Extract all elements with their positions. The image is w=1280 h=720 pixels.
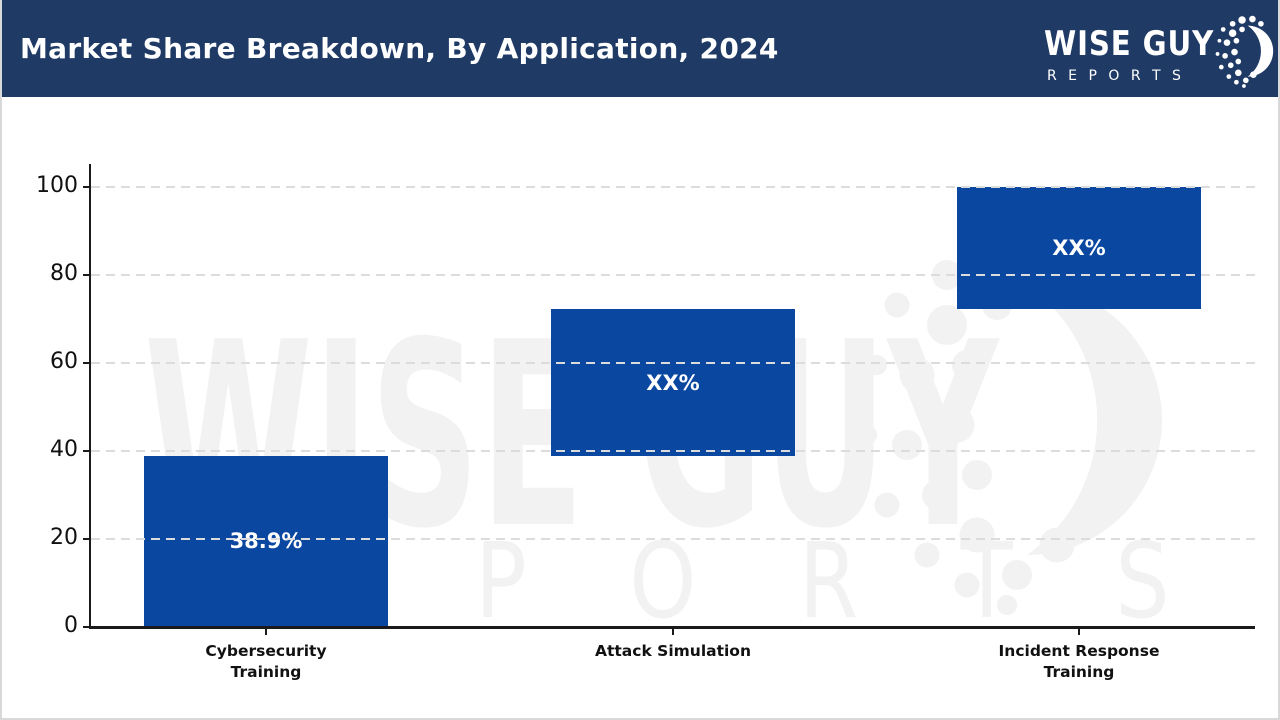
- gridline: [91, 186, 1255, 188]
- bar: 38.9%: [144, 455, 388, 627]
- bar: XX%: [957, 187, 1201, 310]
- logo-wordmark: WISE GUY: [1044, 24, 1215, 64]
- gridline: [91, 538, 1255, 540]
- x-tick-label: Attack Simulation: [594, 642, 751, 660]
- y-tick-mark: [83, 538, 91, 540]
- logo-face-icon: [1215, 15, 1274, 88]
- x-tick-label: Cybersecurity Training: [205, 642, 327, 681]
- header-bar: Market Share Breakdown, By Application, …: [2, 0, 1278, 97]
- wiseguy-reports-logo: WISE GUY R E P O R T S: [1030, 12, 1274, 92]
- gridline: [91, 274, 1255, 276]
- y-axis: [89, 164, 91, 629]
- x-tick-mark: [1078, 628, 1080, 635]
- gridline: [91, 450, 1255, 452]
- x-tick-mark: [265, 628, 267, 635]
- bar-value-label: 38.9%: [229, 529, 303, 554]
- logo-subtext: R E P O R T S: [1047, 68, 1185, 84]
- y-tick-mark: [83, 626, 91, 628]
- gridline: [91, 362, 1255, 364]
- y-tick-mark: [83, 274, 91, 276]
- y-tick-label: 0: [64, 613, 78, 638]
- y-tick-label: 100: [36, 173, 78, 198]
- y-tick-mark: [83, 450, 91, 452]
- y-tick-label: 20: [50, 525, 78, 550]
- bar-value-label: XX%: [646, 370, 700, 395]
- bar: XX%: [551, 309, 795, 456]
- y-tick-mark: [83, 362, 91, 364]
- y-tick-label: 60: [50, 349, 78, 374]
- x-tick-mark: [672, 628, 674, 635]
- x-axis: [89, 626, 1255, 629]
- y-tick-label: 40: [50, 437, 78, 462]
- page-title: Market Share Breakdown, By Application, …: [20, 32, 779, 65]
- bar-value-label: XX%: [1052, 236, 1106, 261]
- y-tick-mark: [83, 186, 91, 188]
- y-tick-label: 80: [50, 261, 78, 286]
- x-tick-label: Incident Response Training: [998, 642, 1160, 681]
